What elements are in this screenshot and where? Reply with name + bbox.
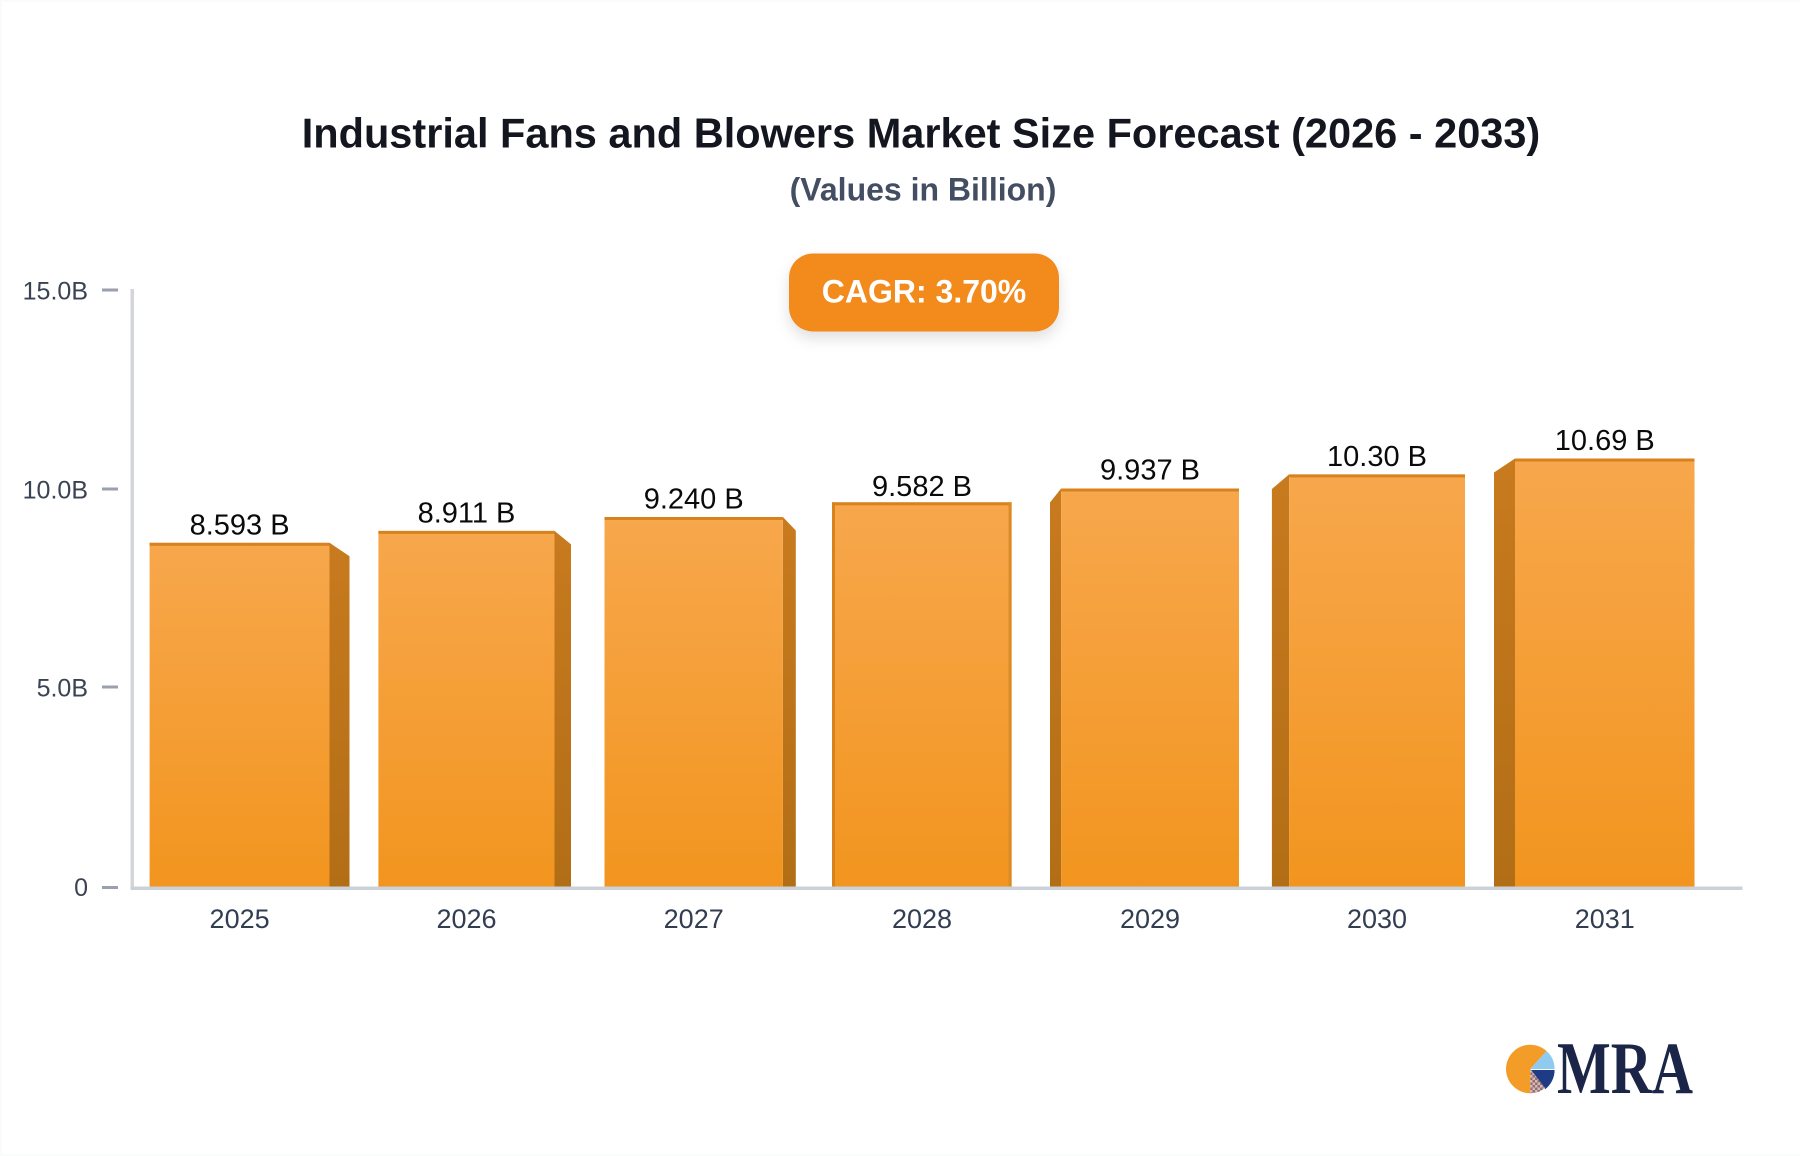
- svg-text:9.937 B: 9.937 B: [1100, 455, 1200, 487]
- svg-text:CAGR: 3.70%: CAGR: 3.70%: [822, 274, 1027, 310]
- svg-text:(Values in Billion): (Values in Billion): [790, 172, 1057, 208]
- svg-text:Industrial Fans and Blowers Ma: Industrial Fans and Blowers Market Size …: [302, 110, 1541, 157]
- svg-text:MRA: MRA: [1557, 1028, 1693, 1110]
- svg-text:0: 0: [74, 874, 88, 902]
- svg-text:9.582 B: 9.582 B: [872, 471, 972, 503]
- svg-text:2026: 2026: [436, 904, 496, 934]
- svg-text:2025: 2025: [210, 904, 270, 934]
- svg-text:2027: 2027: [664, 904, 724, 934]
- svg-text:10.69 B: 10.69 B: [1555, 425, 1655, 457]
- svg-text:8.911 B: 8.911 B: [418, 497, 516, 529]
- svg-text:8.593 B: 8.593 B: [190, 509, 290, 541]
- svg-text:2029: 2029: [1120, 904, 1180, 934]
- svg-text:10.0B: 10.0B: [23, 477, 88, 505]
- svg-text:2028: 2028: [892, 904, 952, 934]
- svg-text:5.0B: 5.0B: [37, 675, 88, 703]
- svg-text:2030: 2030: [1347, 904, 1407, 934]
- svg-text:2031: 2031: [1575, 904, 1635, 934]
- svg-text:10.30 B: 10.30 B: [1327, 441, 1427, 473]
- svg-text:15.0B: 15.0B: [23, 278, 88, 306]
- svg-text:9.240 B: 9.240 B: [644, 483, 744, 515]
